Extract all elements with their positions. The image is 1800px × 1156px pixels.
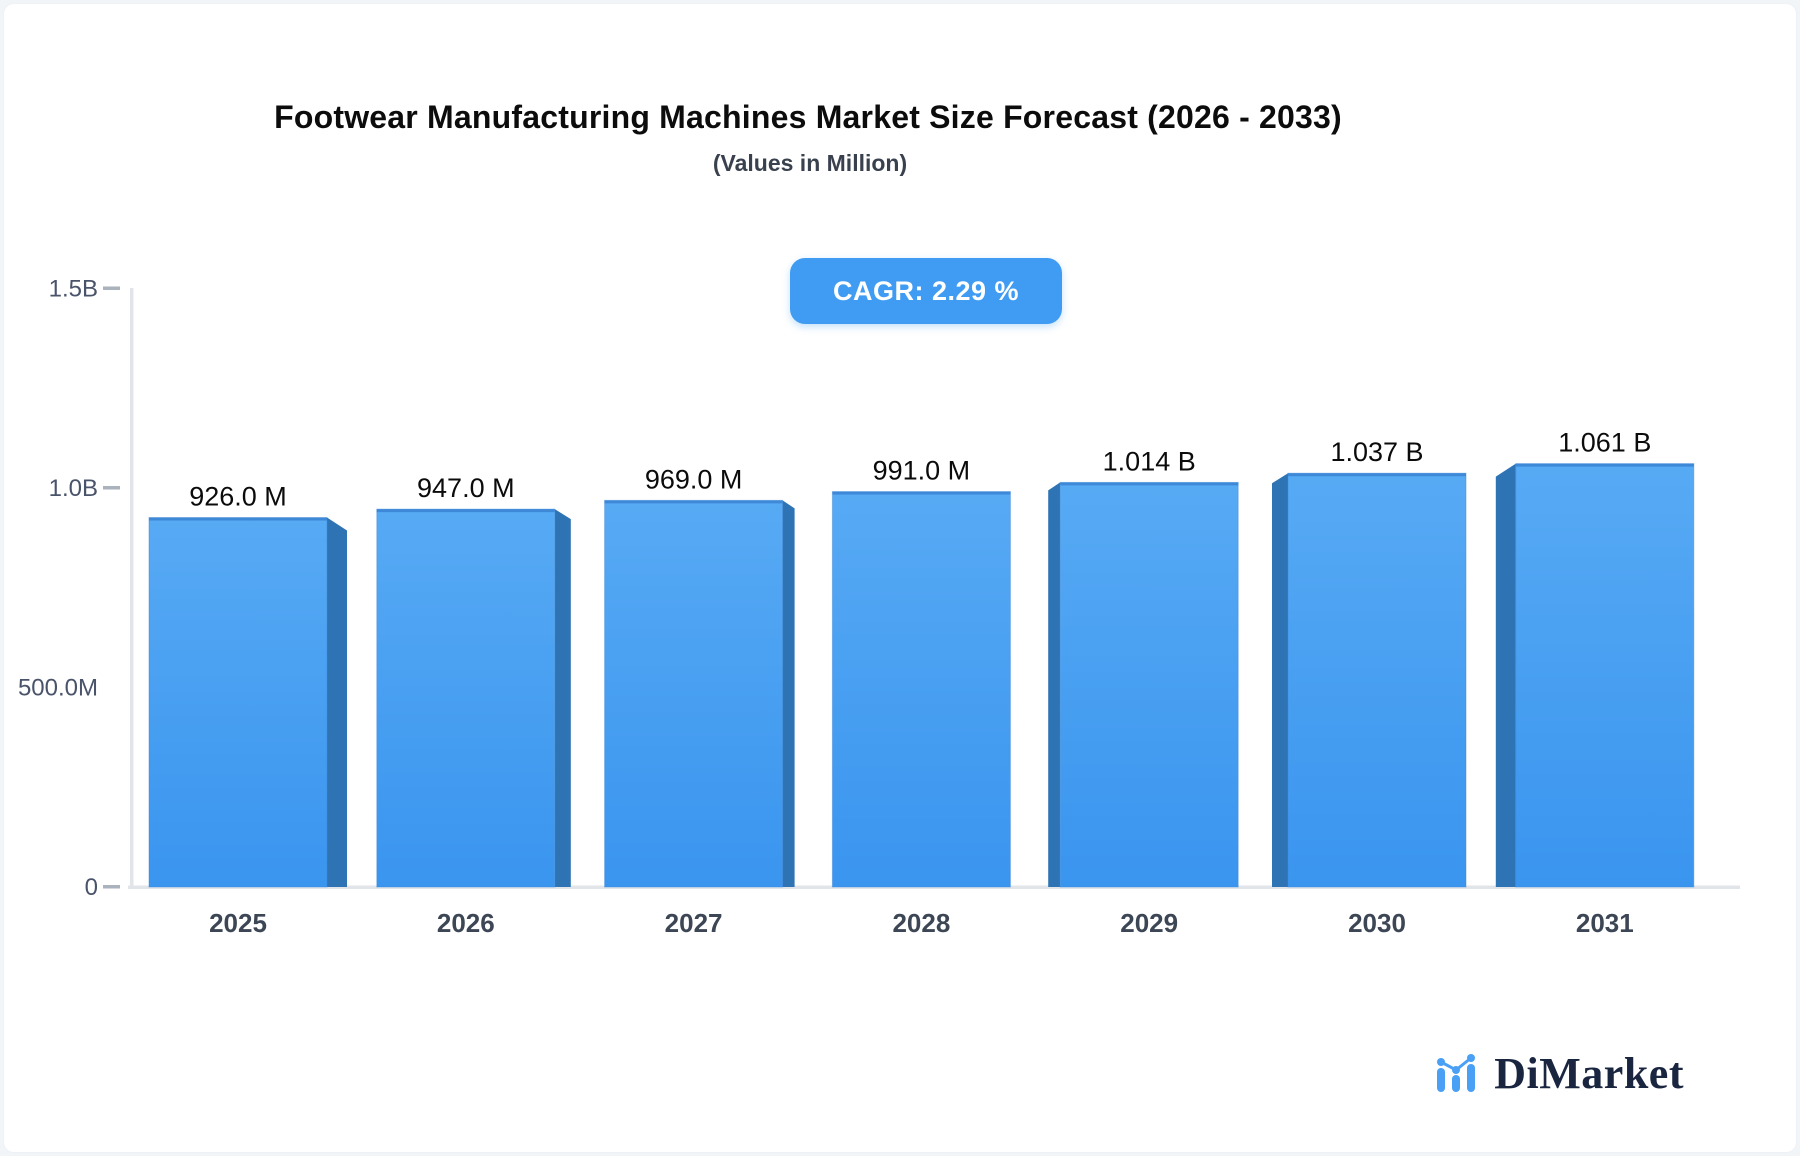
x-axis-label: 2027: [665, 908, 723, 938]
chart-card: Footwear Manufacturing Machines Market S…: [4, 4, 1796, 1152]
cagr-badge: CAGR: 2.29 %: [790, 258, 1062, 324]
x-axis-label: 2026: [437, 908, 495, 938]
chart-subtitle: (Values in Million): [712, 150, 908, 176]
bar-2027[interactable]: 969.0 M 2027: [604, 464, 795, 938]
x-axis-line: [128, 885, 1740, 889]
bar-2029[interactable]: 1.014 B 2029: [1048, 446, 1239, 938]
y-axis-tick: [103, 885, 120, 889]
bar-chart-canvas: 1.5B 1.0B 500.0M 0 926.0 M 2025 947.0 M 2026 969…: [18, 276, 1740, 938]
bar-top-edge: [1060, 482, 1239, 486]
bar-value-label: 1.061 B: [1558, 428, 1651, 458]
bar-2028[interactable]: 991.0 M 2028: [831, 456, 1011, 938]
bar-2031[interactable]: 1.061 B 2031: [1495, 428, 1695, 938]
bar-side-face: [554, 509, 571, 887]
bar-side-face: [1048, 482, 1061, 887]
chart-title: Footwear Manufacturing Machines Market S…: [274, 99, 1342, 135]
x-axis-label: 2031: [1576, 908, 1634, 938]
bar-front-face: [148, 517, 328, 888]
bar-side-face: [782, 500, 795, 887]
cagr-badge-label: CAGR: 2.29 %: [832, 275, 1020, 306]
bar-side-face: [327, 517, 347, 887]
bar-front-face: [604, 499, 784, 888]
bar-front-face: [1515, 463, 1695, 888]
bar-top-edge: [1515, 463, 1694, 467]
bar-top-edge: [376, 509, 555, 513]
bar-value-label: 969.0 M: [645, 464, 743, 494]
x-axis-label: 2029: [1120, 908, 1178, 938]
bar-side-face: [1495, 463, 1516, 887]
bar-value-label: 1.014 B: [1103, 446, 1196, 476]
y-axis-line: [130, 288, 134, 889]
bar-top-edge: [832, 491, 1011, 495]
x-axis-label: 2030: [1348, 908, 1406, 938]
bar-side-face: [1272, 473, 1288, 887]
x-axis-label: 2028: [892, 908, 950, 938]
y-axis-tick: [103, 286, 120, 290]
dimarket-logo-icon: [1437, 1054, 1476, 1092]
y-axis-label: 500.0M: [18, 675, 98, 702]
y-axis-label: 0: [85, 874, 98, 901]
bar-2025[interactable]: 926.0 M 2025: [148, 482, 347, 938]
bar-front-face: [1287, 472, 1467, 888]
x-axis-label: 2025: [209, 908, 267, 938]
y-axis-tick: [103, 486, 120, 490]
y-axis-label: 1.0B: [49, 475, 98, 502]
bar-front-face: [831, 491, 1011, 888]
bar-front-face: [376, 508, 556, 888]
bar-value-label: 926.0 M: [189, 482, 287, 512]
bar-2030[interactable]: 1.037 B 2030: [1272, 437, 1467, 938]
bar-value-label: 947.0 M: [417, 473, 515, 503]
brand-logo-text: DiMarket: [1494, 1049, 1684, 1098]
brand-logo: DiMarket: [1435, 1044, 1684, 1104]
bar-front-face: [1059, 481, 1239, 888]
bar-2026[interactable]: 947.0 M 2026: [376, 473, 571, 938]
bar-value-label: 991.0 M: [873, 456, 971, 486]
bar-top-edge: [149, 517, 327, 521]
y-axis-label: 1.5B: [49, 276, 98, 303]
bar-top-edge: [1288, 473, 1466, 477]
bar-value-label: 1.037 B: [1330, 437, 1423, 467]
bar-top-edge: [604, 500, 783, 504]
